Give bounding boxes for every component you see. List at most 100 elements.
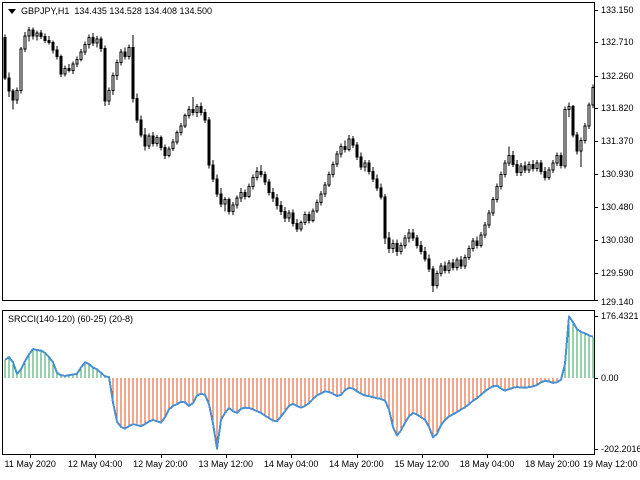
candle	[439, 263, 443, 277]
candle	[463, 254, 467, 270]
candle	[115, 59, 119, 81]
candle	[187, 106, 191, 119]
candle	[371, 167, 375, 182]
candle	[131, 35, 135, 103]
price-axis[interactable]	[596, 0, 640, 455]
candle	[263, 171, 267, 185]
candle	[83, 41, 87, 55]
candle	[147, 133, 151, 149]
candle	[435, 270, 439, 289]
candle	[303, 211, 307, 225]
candle	[427, 254, 431, 273]
histogram-layer	[4, 316, 594, 449]
candle	[355, 142, 359, 160]
candle	[7, 72, 11, 98]
candle	[67, 63, 71, 73]
candle	[587, 102, 591, 129]
candle	[571, 105, 575, 138]
candle	[495, 183, 499, 203]
candle	[299, 220, 303, 232]
candle	[423, 247, 427, 262]
candle	[163, 144, 167, 160]
candle	[363, 159, 367, 172]
candle	[295, 218, 299, 233]
candle	[139, 115, 143, 138]
candle	[391, 239, 395, 253]
candle	[527, 161, 531, 174]
time-axis[interactable]	[0, 456, 640, 480]
candle	[39, 29, 43, 39]
candle	[311, 208, 315, 223]
candle	[575, 131, 579, 155]
candle	[559, 152, 563, 169]
candle	[499, 171, 503, 190]
candle	[375, 174, 379, 191]
ohlc-readout: 134.435 134.528 134.408 134.500	[74, 6, 212, 16]
candle	[351, 136, 355, 148]
chart-symbol-title: GBPJPY,H1	[21, 6, 70, 16]
candle	[191, 97, 195, 116]
candle	[539, 159, 543, 175]
candle	[59, 54, 63, 78]
candle	[63, 65, 67, 77]
candle	[335, 151, 339, 168]
candle	[275, 193, 279, 210]
candle	[219, 187, 223, 208]
candle	[95, 35, 99, 48]
candle	[475, 236, 479, 249]
candle	[279, 201, 283, 216]
candle	[471, 238, 475, 252]
candle	[503, 159, 507, 178]
price-chart-pane[interactable]: GBPJPY,H1 134.435 134.528 134.408 134.50…	[2, 2, 595, 301]
candle	[531, 159, 535, 172]
candle	[55, 46, 59, 60]
indicator-pane[interactable]: SRCCI(140-120) (60-25) (20-8)	[2, 310, 595, 455]
candle	[259, 165, 263, 178]
candle	[491, 196, 495, 216]
candle	[567, 102, 571, 117]
candle	[135, 93, 139, 123]
candle	[159, 135, 163, 151]
candle	[227, 197, 231, 215]
candle	[211, 159, 215, 182]
candle	[243, 189, 247, 200]
candle	[407, 229, 411, 243]
candle	[459, 255, 463, 270]
candle	[583, 122, 587, 144]
candle	[267, 179, 271, 196]
candle	[387, 232, 391, 253]
candle	[319, 190, 323, 206]
candle	[23, 32, 27, 53]
candle	[395, 239, 399, 256]
candle	[307, 211, 311, 224]
candle	[323, 182, 327, 197]
candle	[123, 47, 127, 60]
candle	[467, 245, 471, 261]
symbol-dropdown-icon[interactable]	[8, 9, 16, 14]
candle	[431, 266, 435, 292]
candle	[411, 229, 415, 242]
candle	[519, 162, 523, 177]
candle	[43, 33, 47, 44]
candle	[11, 89, 15, 110]
candles-layer	[3, 27, 594, 292]
candle	[247, 183, 251, 199]
candle	[447, 260, 451, 274]
candle	[127, 44, 131, 60]
candle	[179, 122, 183, 136]
candle	[543, 167, 547, 181]
candle	[555, 152, 559, 166]
candle	[399, 242, 403, 255]
candle	[591, 84, 594, 109]
candle	[483, 221, 487, 239]
candle	[239, 187, 243, 202]
candlestick-canvas	[3, 27, 594, 292]
candle	[511, 151, 515, 168]
candle	[87, 34, 91, 49]
candle	[455, 257, 459, 271]
candle	[103, 45, 107, 106]
candle	[415, 235, 419, 249]
candle	[315, 199, 319, 213]
candle	[443, 261, 447, 274]
